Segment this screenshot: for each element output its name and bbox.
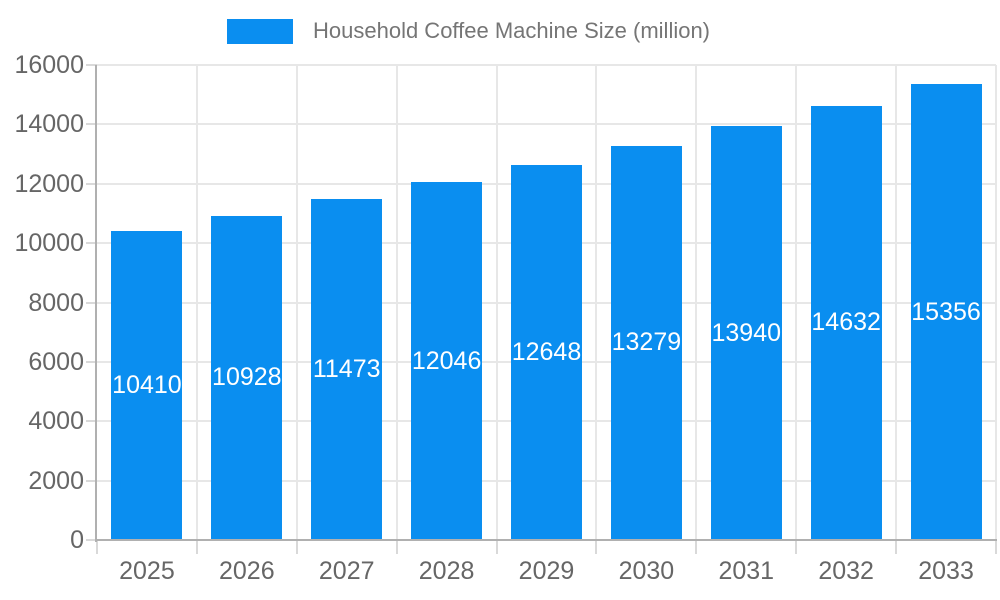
y-axis-tick-label: 16000 [14,51,84,79]
y-axis-tick-label: 10000 [14,229,84,258]
bar-2032[interactable] [810,105,882,539]
legend-swatch [227,18,293,44]
x-axis-tick-label: 2031 [718,557,775,585]
x-axis-tick [995,541,997,554]
legend-item[interactable]: Household Coffee Machine Size (million) [227,18,710,44]
legend-label: Household Coffee Machine Size (million) [313,18,711,43]
bar-2025[interactable] [111,230,183,539]
bar-2028[interactable] [411,182,483,539]
x-axis-tick-label: 2025 [119,557,175,585]
x-axis-tick-label: 2030 [618,557,675,585]
x-axis-tick [395,541,398,554]
x-axis-tick-label: 2027 [318,557,375,585]
y-axis-line [95,65,97,542]
bar-2026[interactable] [211,215,283,539]
legend: Household Coffee Machine Size (million) [227,16,710,46]
bar-2033[interactable] [910,84,982,539]
y-axis-tick-label: 8000 [28,288,84,317]
y-axis-tick-label: 14000 [14,110,84,139]
y-axis-tick-label: 6000 [28,347,84,376]
x-gridline [595,65,598,540]
x-gridline [995,65,997,540]
y-axis-tick-label: 0 [70,526,84,554]
bar-2031[interactable] [710,126,782,539]
x-gridline [195,65,198,540]
y-gridline [97,64,996,66]
x-axis-tick-label: 2032 [818,557,874,585]
x-gridline [295,65,298,540]
x-axis-line [95,539,997,541]
x-axis-tick-label: 2026 [219,557,275,585]
x-axis-tick-label: 2028 [418,557,475,585]
bar-2029[interactable] [511,164,582,539]
x-axis-tick [695,541,698,554]
y-axis-tick-label: 2000 [28,466,84,495]
x-axis-tick [96,541,98,554]
x-gridline [495,65,498,540]
x-axis-tick [295,541,298,554]
x-gridline [695,65,698,540]
x-axis-tick [195,541,198,554]
y-axis-tick-label: 4000 [28,407,84,436]
x-gridline [795,65,798,540]
x-axis-tick-label: 2029 [518,557,575,585]
y-axis-tick-label: 12000 [14,169,84,198]
x-axis-tick [895,541,898,554]
x-axis-tick [795,541,798,554]
bar-2027[interactable] [311,199,383,539]
x-axis-tick-label: 2033 [918,557,974,585]
x-gridline [395,65,398,540]
x-gridline [895,65,898,540]
x-axis-tick [495,541,498,554]
bar-2030[interactable] [610,145,682,539]
x-axis-tick [595,541,598,554]
